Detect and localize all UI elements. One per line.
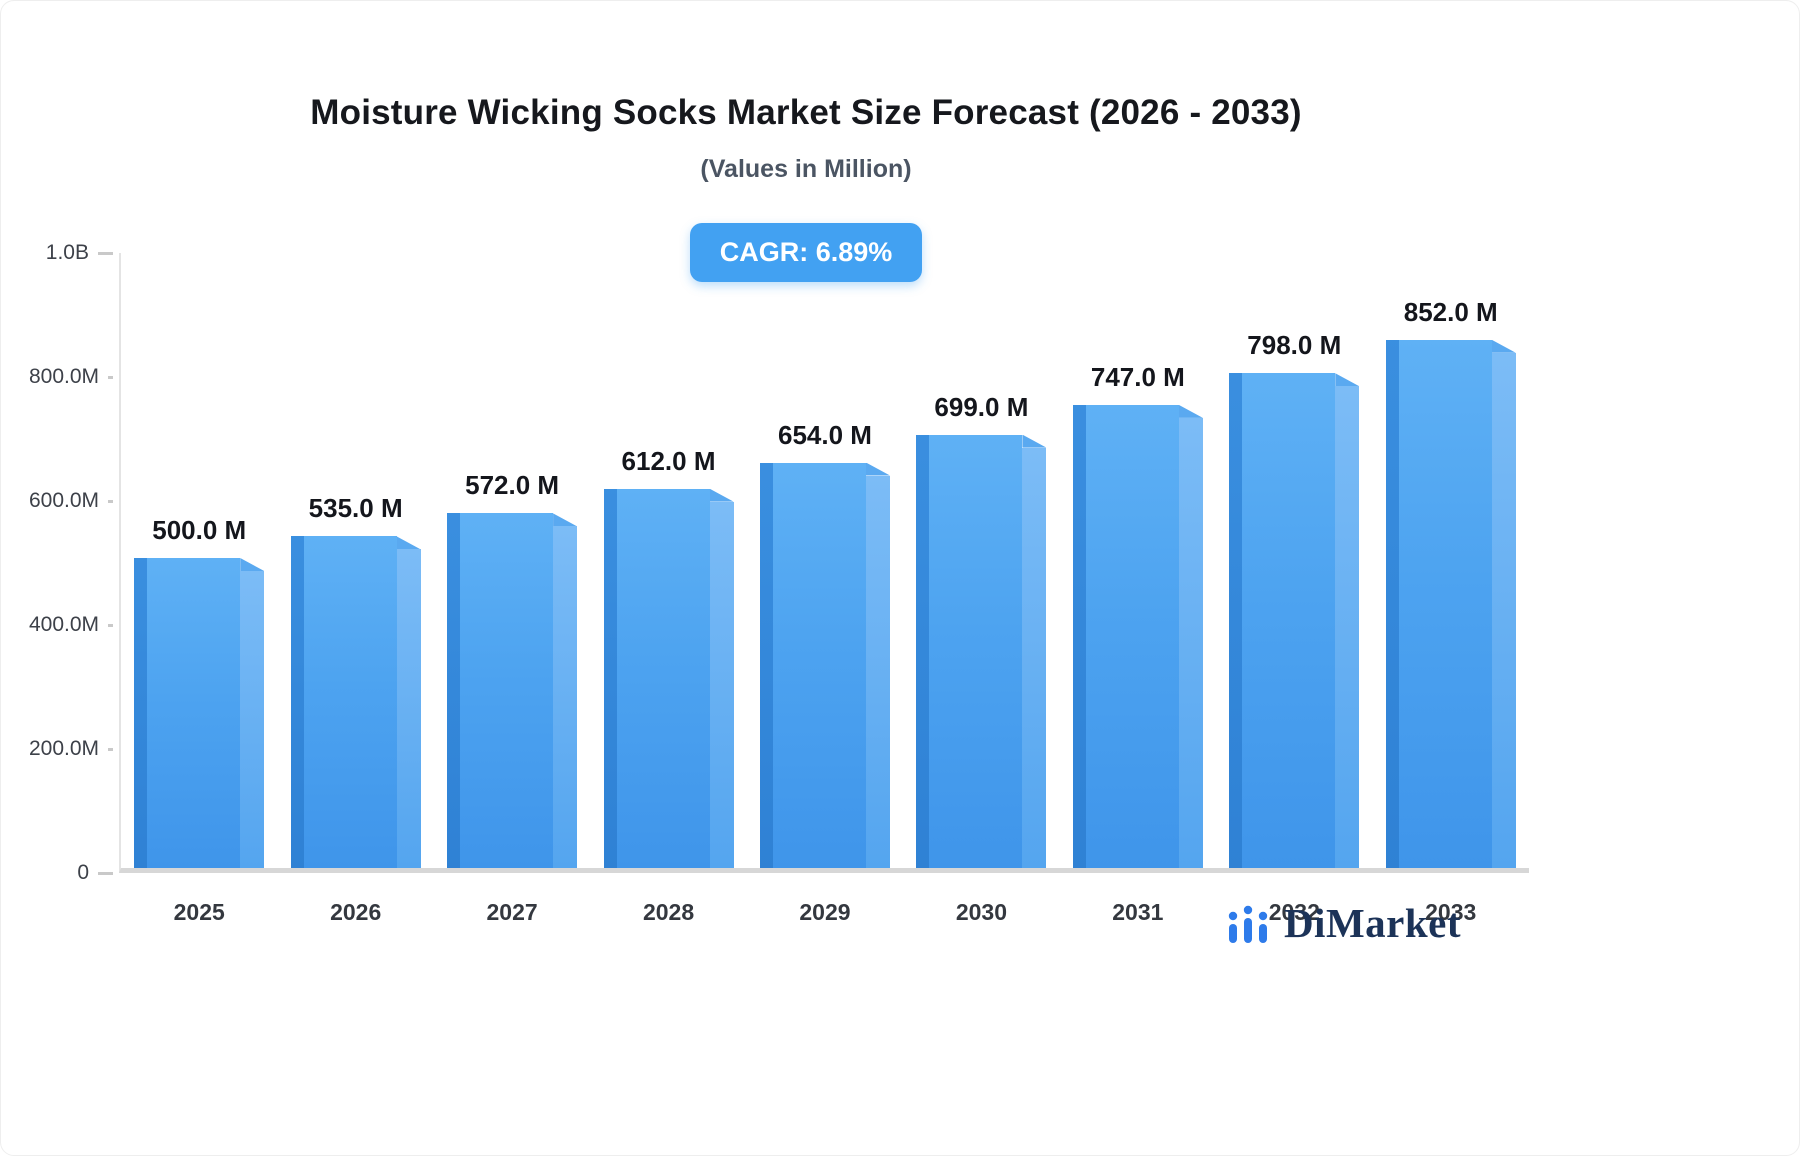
bar-2025: 500.0 M [134,515,265,868]
bar-slot-2030: 699.0 M 2030 [903,253,1059,925]
y-tick-0: 0 [29,861,113,885]
bar-left-edge [1229,373,1243,868]
y-tick-400.0M: 400.0M [29,613,113,637]
bar-left-edge [290,536,304,868]
bar-top-face [240,558,265,571]
bar-side-face [240,571,265,868]
bar-side-face [396,549,421,868]
y-tick-mark [108,623,113,627]
bar-top-face [553,513,578,527]
bar-front-face [447,513,554,868]
bar-side-face [1178,417,1203,868]
bar-2029: 654.0 M [759,420,890,868]
bar-top-face [709,488,734,502]
y-tick-mark [108,747,113,751]
chart-header: Moisture Wicking Socks Market Size Forec… [1,93,1611,184]
y-tick-mark [108,375,113,379]
chart-subtitle: (Values in Million) [700,155,912,183]
bar-left-edge [603,488,617,868]
bar-slot-2028: 612.0 M 2028 [590,253,746,925]
bar-slot-2025: 500.0 M 2025 [121,253,277,925]
chart: 1.0B 800.0M 600.0M 400.0M 200.0M 0 500.0 M 2025… [29,241,1529,925]
x-axis-label-2028: 2028 [642,899,695,925]
bar-top-face [865,462,890,476]
bar-top-face [1178,404,1203,418]
cagr-badge-row: CAGR: 6.89% [1,223,1611,282]
y-tick-800.0M: 800.0M [29,365,113,389]
logo-text: DiMarket [1283,900,1461,946]
bar-2028: 612.0 M [603,446,734,868]
bar-value-label-2027: 572.0 M [465,470,560,501]
bar-2030: 699.0 M [916,392,1047,868]
bar-value-label-2033: 852.0 M [1403,296,1498,327]
bar-side-face [865,475,890,868]
bar-value-label-2025: 500.0 M [152,515,247,545]
bar-2032: 798.0 M [1229,330,1360,868]
bar-side-face [1022,447,1047,868]
cagr-badge: CAGR: 6.89% [689,223,923,282]
y-tick-mark [108,499,113,503]
y-tick-label: 600.0M [29,489,100,512]
bar-top-face [1022,434,1047,448]
chart-title: Moisture Wicking Socks Market Size Forec… [310,93,1302,132]
bar-side-face [553,526,578,868]
bar-slot-2026: 535.0 M 2026 [277,253,433,925]
bar-left-edge [1385,339,1399,868]
x-axis-label-2025: 2025 [173,899,225,925]
bar-slot-2031: 747.0 M 2031 [1060,253,1216,925]
x-axis-label-2026: 2026 [330,899,382,925]
bar-2027: 572.0 M [447,470,578,868]
bar-chart-icon [1228,905,1268,943]
x-axis-label-2032: 2032 [1268,899,1320,925]
y-tick-600.0M: 600.0M [29,489,113,513]
x-axis-label-2029: 2029 [799,899,851,925]
y-tick-label: 800.0M [29,365,100,388]
bar-front-face [1229,373,1336,868]
bar-2033: 852.0 M [1385,297,1516,868]
bar-left-edge [916,434,930,868]
bar-value-label-2032: 798.0 M [1247,330,1342,361]
y-tick-label: 0 [77,861,89,884]
bar-side-face [1491,352,1516,868]
bar-front-face [290,536,397,868]
x-axis-label-2027: 2027 [486,899,538,925]
x-axis-label-2030: 2030 [955,899,1007,925]
bar-value-label-2026: 535.0 M [308,493,403,524]
bar-slot-2027: 572.0 M 2027 [434,253,590,925]
bar-2026: 535.0 M [290,493,421,868]
x-axis-label-2033: 2033 [1425,899,1477,925]
bar-value-label-2029: 654.0 M [777,419,872,450]
y-tick-label: 200.0M [29,737,100,760]
bar-side-face [1335,386,1360,868]
brand-logo: DiMarket [1224,899,1461,947]
plot-area: 1.0B 800.0M 600.0M 400.0M 200.0M 0 500.0 M 2025… [29,241,1529,925]
bar-front-face [603,488,710,868]
bar-side-face [709,501,734,868]
bar-front-face [134,558,241,868]
bar-front-face [759,462,866,868]
bar-left-edge [1072,404,1086,868]
bar-left-edge [134,558,148,868]
bar-2031: 747.0 M [1072,362,1203,868]
x-axis-label-2031: 2031 [1112,899,1164,925]
bar-top-face [1335,373,1360,387]
bar-slot-2029: 654.0 M 2029 [747,253,903,925]
bar-front-face [1072,404,1179,868]
bar-value-label-2028: 612.0 M [621,445,716,476]
bar-top-face [1491,339,1516,353]
bar-left-edge [447,513,461,868]
bar-slot-2032: 798.0 M 2032 [1216,253,1372,925]
bar-value-label-2031: 747.0 M [1090,361,1185,392]
bar-value-label-2030: 699.0 M [934,391,1029,422]
bar-top-face [396,536,421,550]
y-tick-200.0M: 200.0M [29,737,113,761]
bar-left-edge [759,462,773,868]
y-tick-mark [98,871,113,875]
bar-front-face [916,434,1023,868]
bar-front-face [1385,339,1492,868]
y-tick-label: 400.0M [29,613,100,636]
bar-slot-2033: 852.0 M 2033 [1373,253,1529,925]
